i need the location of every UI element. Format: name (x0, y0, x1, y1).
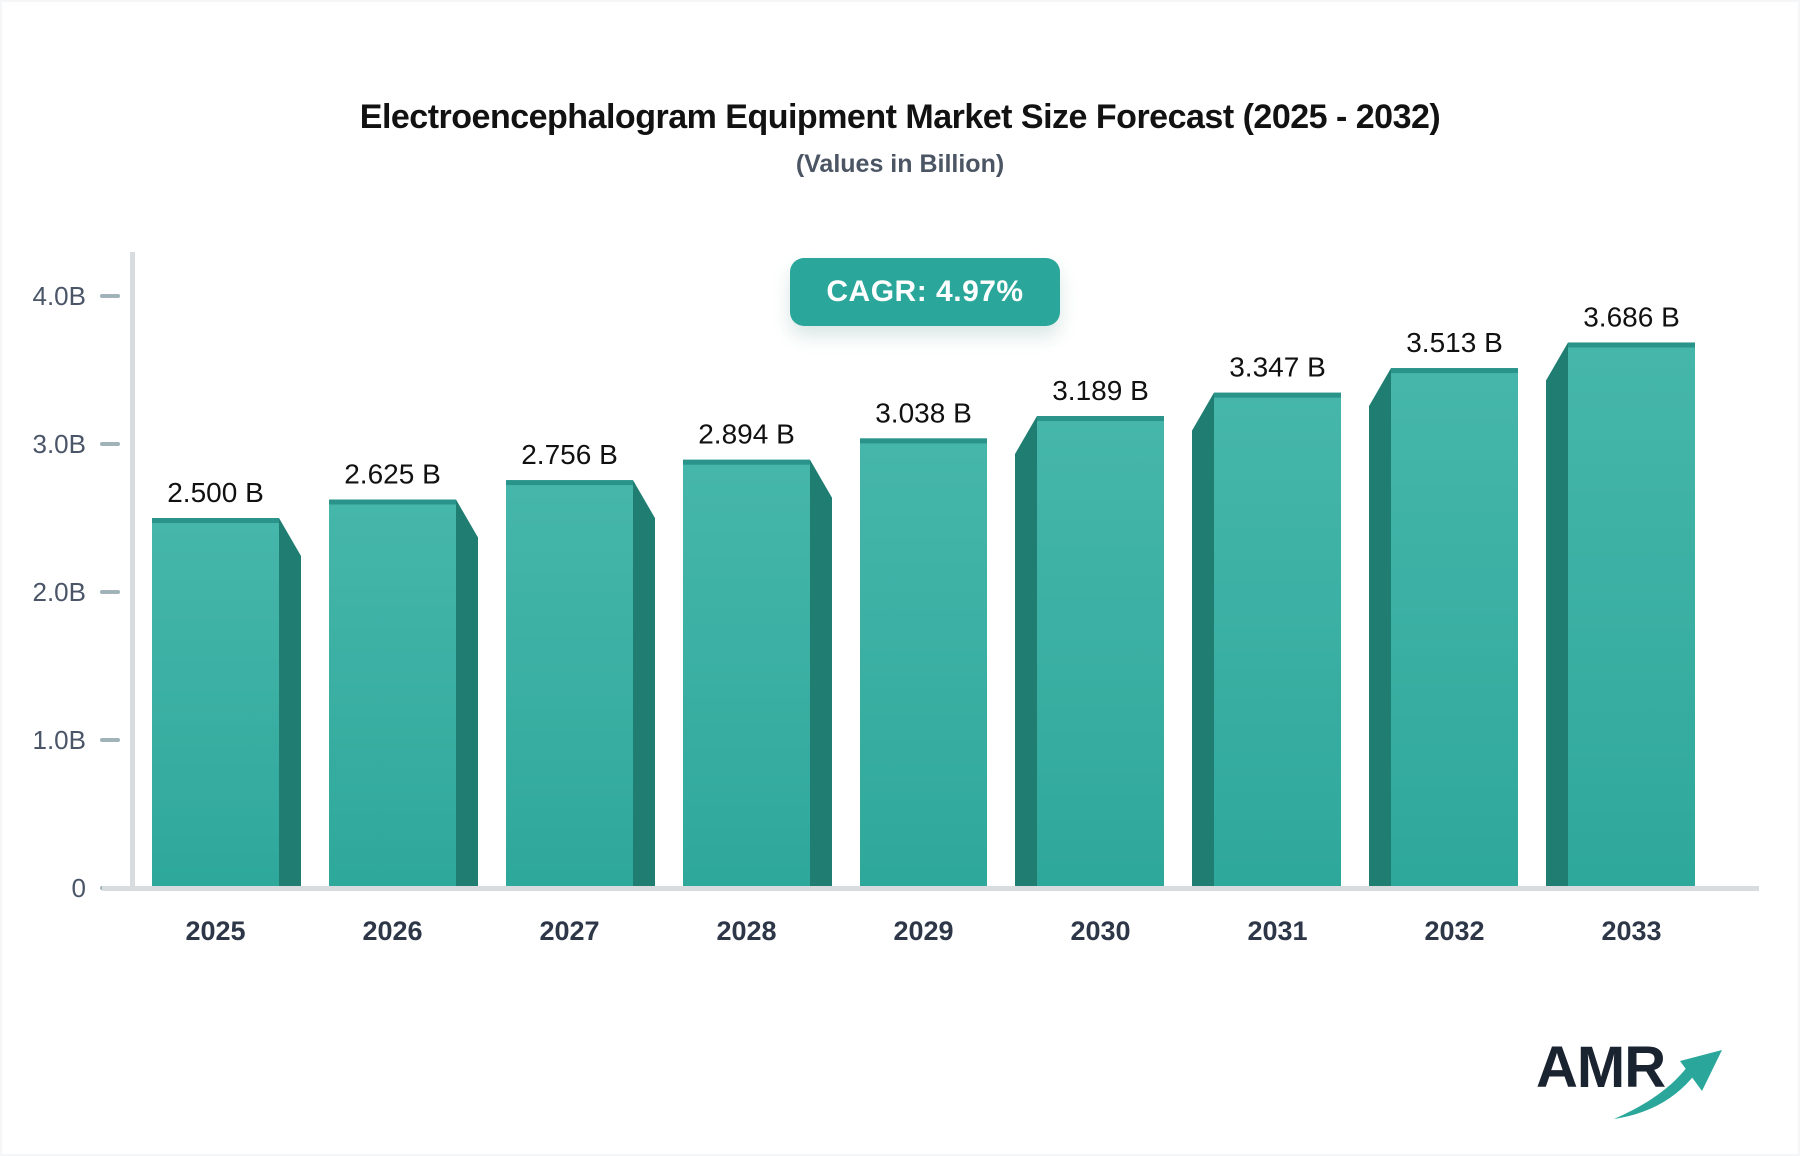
bar-value-label: 2.894 B (698, 419, 795, 450)
bar-value-label: 3.189 B (1052, 375, 1149, 406)
bar-value-label: 3.686 B (1583, 301, 1680, 332)
y-tick-mark (100, 442, 120, 446)
y-tick-label: 2.0B (33, 577, 87, 607)
x-tick-label: 2033 (1601, 916, 1661, 946)
bar (1391, 368, 1518, 888)
chart-subtitle: (Values in Billion) (795, 150, 1005, 178)
bar-side (1192, 392, 1214, 888)
y-tick-label: 4.0B (33, 281, 87, 311)
bar (1214, 392, 1341, 888)
bar (1037, 416, 1164, 888)
bar-value-label: 2.625 B (344, 459, 441, 490)
bar-side (810, 459, 832, 888)
x-tick-label: 2028 (716, 916, 776, 946)
bar-top-edge (1214, 392, 1341, 398)
bar-top-edge (683, 459, 810, 465)
cagr-badge-label: CAGR: 4.97% (826, 275, 1024, 308)
x-tick-label: 2031 (1247, 916, 1307, 946)
y-tick-mark (100, 294, 120, 298)
bar-side (1546, 342, 1568, 888)
bar-top-edge (152, 518, 279, 523)
amr-logo-text: AMR (1536, 1035, 1666, 1100)
x-axis-line (102, 886, 1759, 891)
cagr-badge: CAGR: 4.97% (790, 258, 1060, 326)
bar (152, 518, 279, 888)
x-tick-label: 2029 (893, 916, 953, 946)
bar-side (1015, 416, 1037, 888)
x-tick-label: 2032 (1424, 916, 1484, 946)
bar-value-label: 3.513 B (1406, 327, 1503, 358)
bar-value-label: 2.500 B (167, 477, 264, 508)
bar-side (633, 480, 655, 888)
bar-value-label: 2.756 B (521, 439, 618, 470)
x-tick-label: 2026 (362, 916, 422, 946)
bar-top-edge (1037, 416, 1164, 422)
bar-side (456, 499, 478, 888)
bar-top-edge (506, 480, 633, 486)
x-tick-label: 2030 (1070, 916, 1130, 946)
x-tick-label: 2027 (539, 916, 599, 946)
bar (1568, 342, 1695, 888)
bar (860, 438, 987, 888)
bar (506, 480, 633, 888)
bar-side (279, 518, 301, 888)
bar (683, 459, 810, 888)
y-tick-label: 1.0B (33, 725, 87, 755)
growth-arrow-icon (1614, 1050, 1722, 1119)
y-axis-line (130, 252, 135, 888)
chart-title: Electroencephalogram Equipment Market Si… (359, 98, 1441, 136)
bar-value-label: 3.347 B (1229, 352, 1326, 383)
y-tick-mark (100, 590, 120, 594)
bar-top-edge (1391, 368, 1518, 374)
bar-top-edge (1568, 342, 1695, 348)
y-tick-mark (100, 738, 120, 742)
bar-top-edge (329, 499, 456, 505)
y-tick-label: 3.0B (33, 429, 87, 459)
bar-side (1369, 368, 1391, 888)
amr-logo: AMR (1522, 1027, 1742, 1122)
bar-top-edge (860, 438, 987, 444)
x-tick-label: 2025 (185, 916, 245, 946)
y-tick-label: 0 (72, 873, 86, 903)
bar-value-label: 3.038 B (875, 397, 972, 428)
bar (329, 499, 456, 888)
